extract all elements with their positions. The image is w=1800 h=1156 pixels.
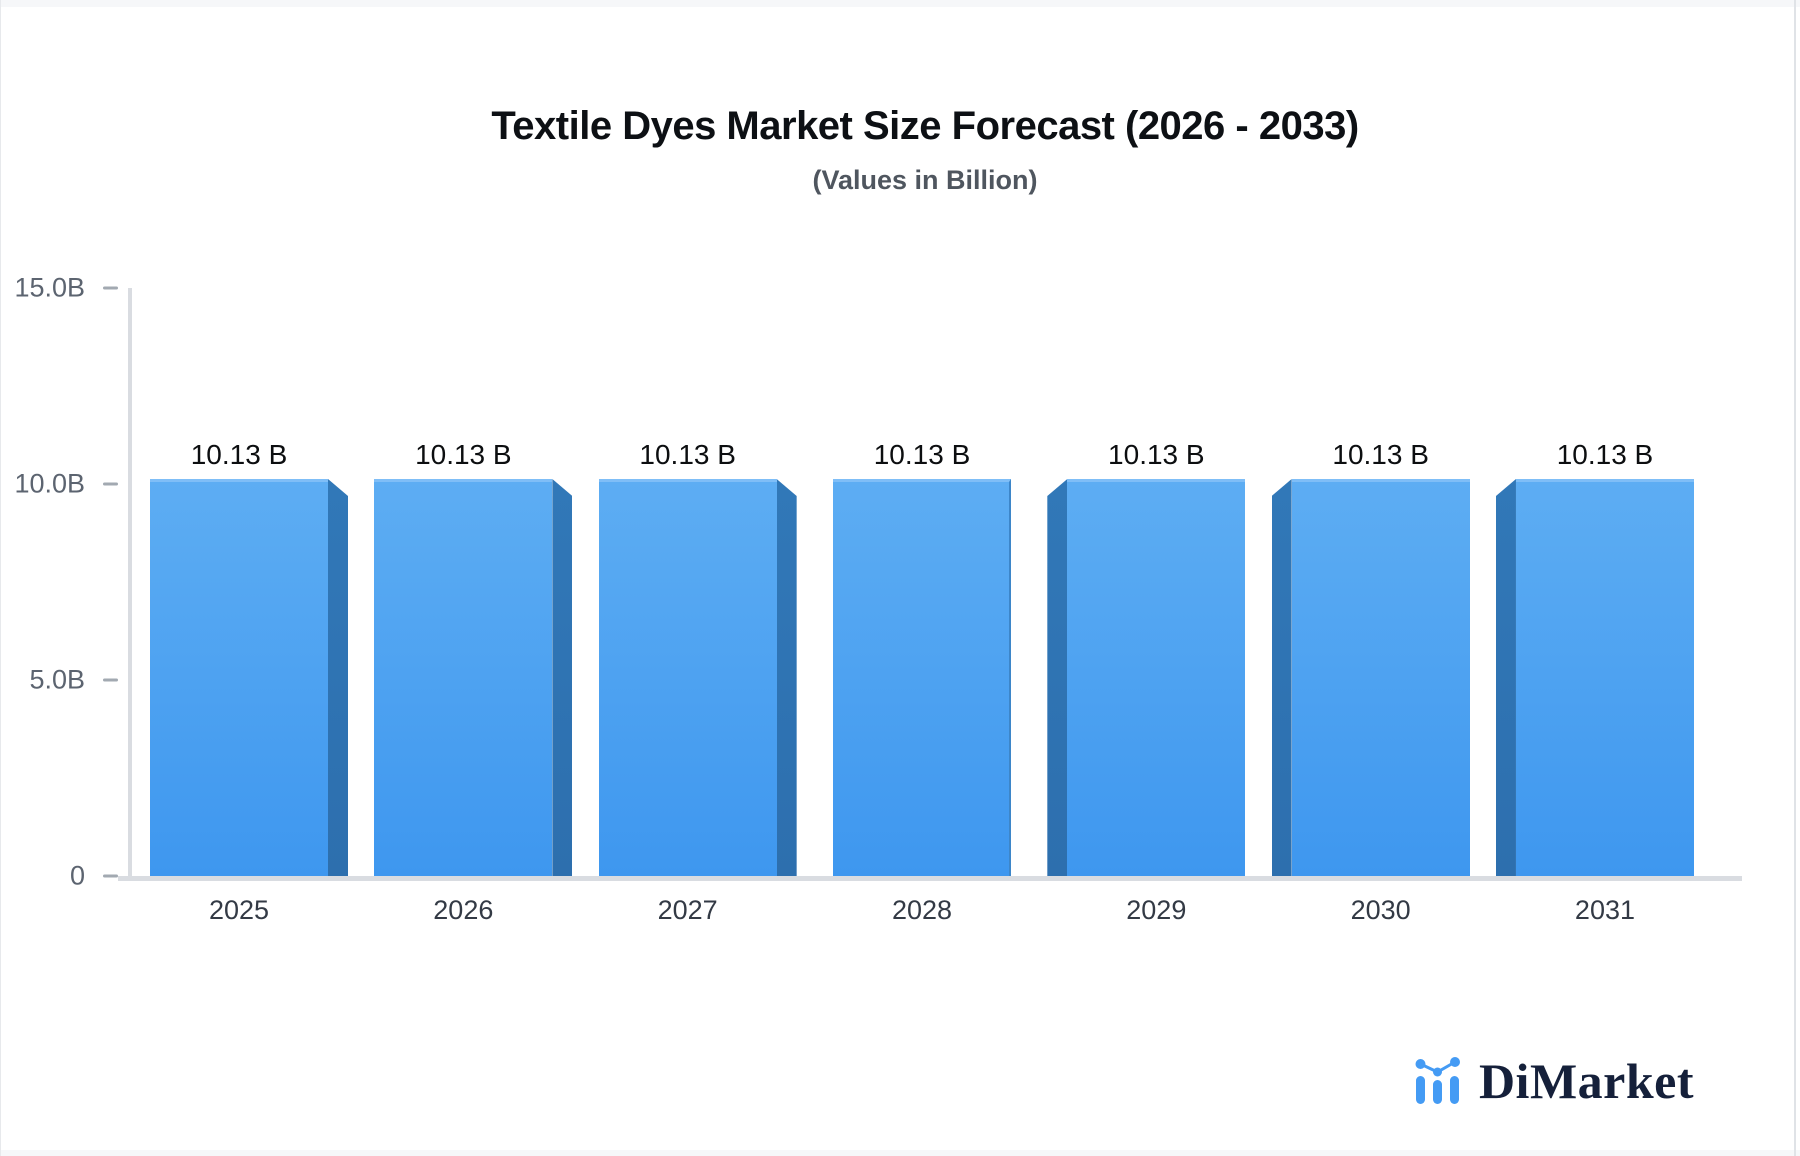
y-tick-label: 5.0B bbox=[29, 664, 85, 695]
y-tick-row: 10.0B bbox=[14, 469, 118, 500]
plot-area: 15.0B 10.0B 5.0B 0 10.13 B 2025 10.13 B … bbox=[14, 273, 1742, 925]
page-bottom-band bbox=[0, 1150, 1800, 1156]
bar-value-label: 10.13 B bbox=[1556, 439, 1654, 470]
y-tick-row: 0 bbox=[70, 861, 118, 892]
y-tick-dash bbox=[103, 482, 118, 486]
bar-face bbox=[832, 479, 1011, 876]
y-tick-label: 15.0B bbox=[14, 272, 85, 303]
bar-face bbox=[1067, 479, 1246, 876]
bar-group: 10.13 B 2025 bbox=[150, 288, 348, 925]
x-axis-label: 2025 bbox=[208, 895, 270, 925]
brand-logo: DiMarket bbox=[1413, 1048, 1694, 1106]
x-axis-label: 2031 bbox=[1574, 895, 1635, 925]
page-top-band bbox=[0, 0, 1800, 7]
bar-group: 10.13 B 2030 bbox=[1271, 288, 1470, 925]
bar-side-shadow bbox=[1495, 479, 1516, 876]
bar-side-shadow bbox=[1271, 479, 1292, 876]
bar-side-shadow bbox=[1047, 479, 1068, 876]
bar-group: 10.13 B 2027 bbox=[598, 288, 797, 925]
bar-face bbox=[150, 479, 328, 876]
bar-face bbox=[374, 479, 553, 876]
page-left-border bbox=[0, 0, 1, 1156]
bar-group: 10.13 B 2028 bbox=[823, 288, 1021, 925]
bar-face bbox=[1515, 479, 1694, 876]
bar-side-shadow bbox=[776, 479, 797, 876]
logo-text: DiMarket bbox=[1478, 1053, 1694, 1109]
bar-value-label: 10.13 B bbox=[873, 439, 971, 470]
bar-side-shadow bbox=[552, 479, 573, 876]
chart-title: Textile Dyes Market Size Forecast (2026 … bbox=[491, 104, 1359, 148]
x-axis-label: 2029 bbox=[1126, 895, 1187, 925]
bar-group: 10.13 B 2026 bbox=[374, 288, 573, 925]
y-axis-line bbox=[128, 288, 132, 881]
y-tick-label: 10.0B bbox=[14, 468, 85, 499]
x-axis-label: 2028 bbox=[891, 895, 953, 925]
bars-layer: 10.13 B 2025 10.13 B 2026 10.13 B 2027 1… bbox=[150, 288, 1694, 925]
logo-bar-chart-icon bbox=[1415, 1057, 1460, 1104]
y-tick-dash bbox=[103, 874, 118, 878]
y-tick-dash bbox=[103, 286, 118, 290]
y-tick-dash bbox=[103, 678, 118, 682]
bar-group: 10.13 B 2029 bbox=[1047, 288, 1246, 925]
x-axis-label: 2027 bbox=[657, 895, 718, 925]
bar-value-label: 10.13 B bbox=[1108, 439, 1205, 470]
bar-side-shadow bbox=[328, 479, 348, 876]
bar-value-label: 10.13 B bbox=[415, 439, 512, 470]
x-axis-label: 2030 bbox=[1350, 895, 1411, 925]
x-axis-baseline bbox=[118, 876, 1742, 881]
bar-value-label: 10.13 B bbox=[190, 439, 288, 470]
y-tick-label: 0 bbox=[69, 860, 85, 891]
bar-value-label: 10.13 B bbox=[639, 439, 736, 470]
bar-face bbox=[598, 479, 777, 876]
y-tick-row: 5.0B bbox=[29, 665, 118, 696]
bar-group: 10.13 B 2031 bbox=[1495, 288, 1694, 925]
bar-value-label: 10.13 B bbox=[1332, 439, 1429, 470]
page-right-border bbox=[1794, 0, 1796, 1156]
y-tick-row: 15.0B bbox=[14, 273, 118, 304]
chart-subtitle: (Values in Billion) bbox=[812, 165, 1038, 195]
chart-header: Textile Dyes Market Size Forecast (2026 … bbox=[0, 104, 1800, 196]
x-axis-label: 2026 bbox=[433, 895, 494, 925]
bar-face bbox=[1291, 479, 1470, 876]
